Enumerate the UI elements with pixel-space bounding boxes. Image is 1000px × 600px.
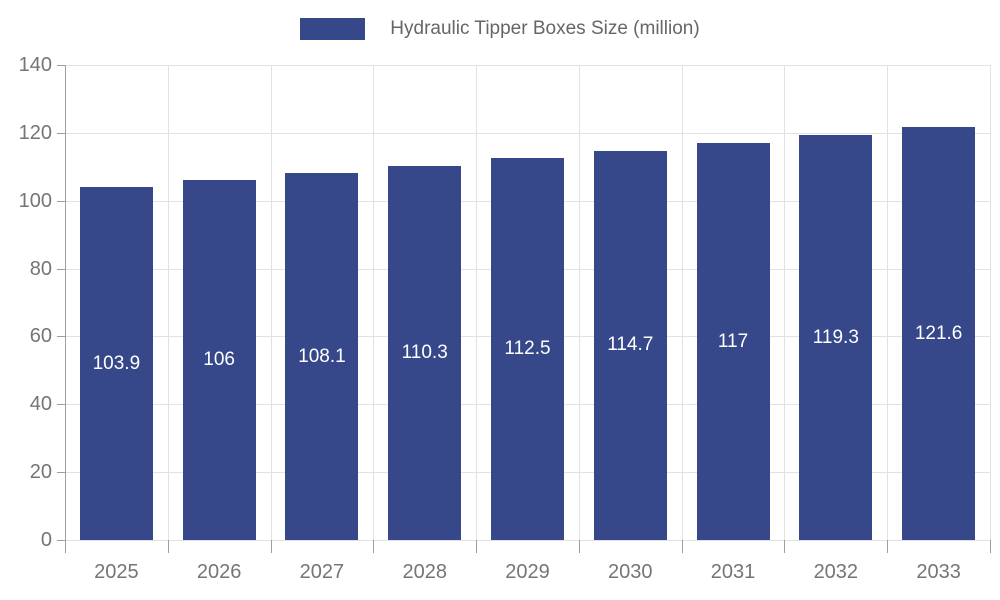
bar: 103.9 (79, 187, 153, 540)
gridline-vertical (990, 65, 991, 540)
y-axis-tick (57, 336, 65, 337)
y-axis-label: 0 (40, 529, 52, 551)
y-axis-tick (57, 65, 65, 66)
gridline-vertical (784, 65, 785, 540)
y-axis-label: 80 (29, 258, 52, 280)
x-axis-tick (476, 540, 477, 553)
bar-value-label: 121.6 (914, 322, 963, 344)
y-axis-tick (57, 540, 65, 541)
y-axis-label: 100 (18, 190, 52, 212)
bar-value-label: 106 (203, 349, 235, 371)
x-axis-tick (373, 540, 374, 553)
bar: 108.1 (285, 173, 359, 540)
bar-value-label: 110.3 (401, 341, 448, 363)
x-axis-label: 2032 (813, 561, 859, 583)
bar-value-label: 117 (717, 330, 749, 352)
x-axis-tick (887, 540, 888, 553)
gridline-vertical (168, 65, 169, 540)
y-axis-label: 60 (29, 325, 52, 347)
x-axis-label: 2025 (94, 561, 139, 583)
x-axis-tick (271, 540, 272, 553)
bar: 121.6 (902, 127, 976, 540)
gridline-horizontal (65, 133, 990, 134)
x-axis-label: 2029 (505, 561, 550, 583)
x-axis-label: 2031 (710, 561, 756, 583)
bar-value-label: 114.7 (607, 334, 654, 356)
x-axis-tick (990, 540, 991, 553)
gridline-vertical (682, 65, 683, 540)
bar-value-label: 108.1 (298, 345, 346, 367)
gridline-vertical (887, 65, 888, 540)
y-axis-tick (57, 472, 65, 473)
gridline-horizontal (65, 540, 990, 541)
y-axis-tick (57, 404, 65, 405)
bar: 119.3 (799, 135, 873, 540)
bar: 106 (182, 180, 256, 540)
y-axis-tick (57, 269, 65, 270)
bar-value-label: 103.9 (92, 352, 141, 374)
y-axis-line (65, 65, 66, 553)
y-axis-label: 120 (18, 122, 52, 144)
bar-value-label: 112.5 (504, 338, 551, 360)
y-axis-label: 40 (29, 393, 52, 415)
y-axis-tick (57, 133, 65, 134)
y-axis-tick (57, 201, 65, 202)
bar: 112.5 (491, 158, 564, 540)
bar: 114.7 (593, 150, 667, 540)
x-axis-tick (784, 540, 785, 553)
gridline-horizontal (65, 65, 990, 66)
x-axis-tick (579, 540, 580, 553)
bar-value-label: 119.3 (812, 326, 859, 348)
x-axis-tick (168, 540, 169, 553)
legend-swatch (300, 18, 366, 40)
bar: 117 (696, 143, 770, 540)
bar: 110.3 (388, 165, 462, 540)
gridline-vertical (271, 65, 272, 540)
gridline-vertical (579, 65, 580, 540)
y-axis-label: 20 (29, 461, 52, 483)
x-axis-label: 2027 (299, 561, 345, 583)
legend-label: Hydraulic Tipper Boxes Size (million) (390, 18, 700, 39)
y-axis-label: 140 (18, 54, 52, 76)
x-axis-label: 2026 (196, 561, 242, 583)
x-axis-label: 2030 (608, 561, 653, 583)
legend[interactable]: Hydraulic Tipper Boxes Size (million) (0, 14, 1000, 44)
gridline-vertical (476, 65, 477, 540)
gridline-vertical (373, 65, 374, 540)
x-axis-label: 2028 (402, 561, 447, 583)
x-axis-label: 2033 (916, 561, 961, 583)
x-axis-tick (682, 540, 683, 553)
